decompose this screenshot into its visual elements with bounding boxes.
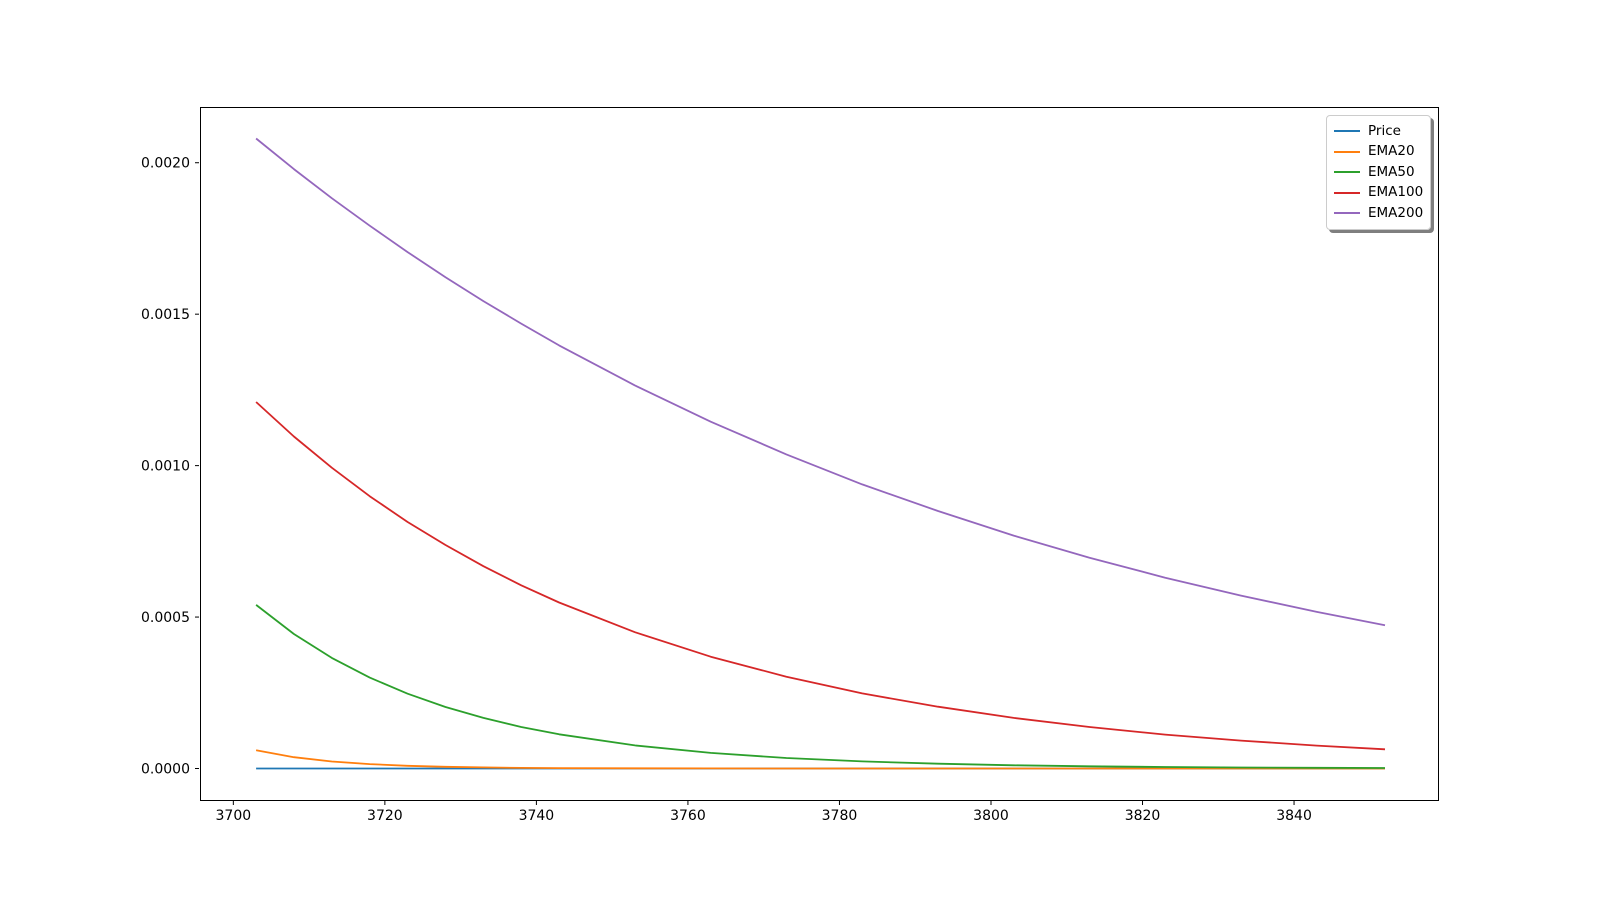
y-tick-label: 0.0005: [141, 610, 190, 626]
legend-label: EMA100: [1368, 184, 1424, 200]
legend: Price EMA20 EMA50 EMA100 EMA200: [1326, 115, 1432, 230]
axes-frame: [200, 107, 1439, 801]
legend-label: EMA20: [1368, 143, 1415, 159]
x-tick-label: 3800: [973, 808, 1009, 824]
x-tick-label: 3720: [367, 808, 403, 824]
legend-item-ema100: EMA100: [1334, 183, 1423, 204]
legend-item-ema50: EMA50: [1334, 162, 1423, 183]
x-tick-label: 3780: [822, 808, 858, 824]
y-tick-label: 0.0015: [141, 307, 190, 323]
legend-label: EMA50: [1368, 163, 1415, 180]
y-tick-label: 0.0000: [141, 762, 190, 778]
legend-item-ema20: EMA20: [1334, 142, 1423, 163]
legend-swatch-ema200: [1334, 212, 1360, 215]
x-tick-label: 3840: [1276, 808, 1312, 824]
series-line-ema20: [255, 749, 1385, 770]
x-tick-label: 3760: [670, 808, 706, 824]
legend-label: EMA200: [1368, 204, 1424, 221]
legend-swatch-ema50: [1334, 171, 1360, 174]
legend-label: Price: [1368, 122, 1401, 139]
x-tick-label: 3820: [1125, 808, 1161, 824]
x-tick-label: 3740: [519, 808, 555, 824]
x-tick-label: 3700: [216, 808, 252, 824]
legend-item-price: Price: [1334, 121, 1423, 142]
series-line-ema200: [255, 137, 1386, 627]
legend-swatch-price: [1334, 130, 1360, 133]
legend-item-ema200: EMA200: [1334, 203, 1423, 224]
series-line-ema100: [255, 401, 1386, 751]
y-tick-label: 0.0020: [141, 156, 190, 172]
legend-swatch-ema20: [1334, 150, 1360, 153]
series-line-ema50: [255, 604, 1386, 769]
y-tick-label: 0.0010: [141, 459, 190, 475]
legend-swatch-ema100: [1334, 191, 1360, 194]
